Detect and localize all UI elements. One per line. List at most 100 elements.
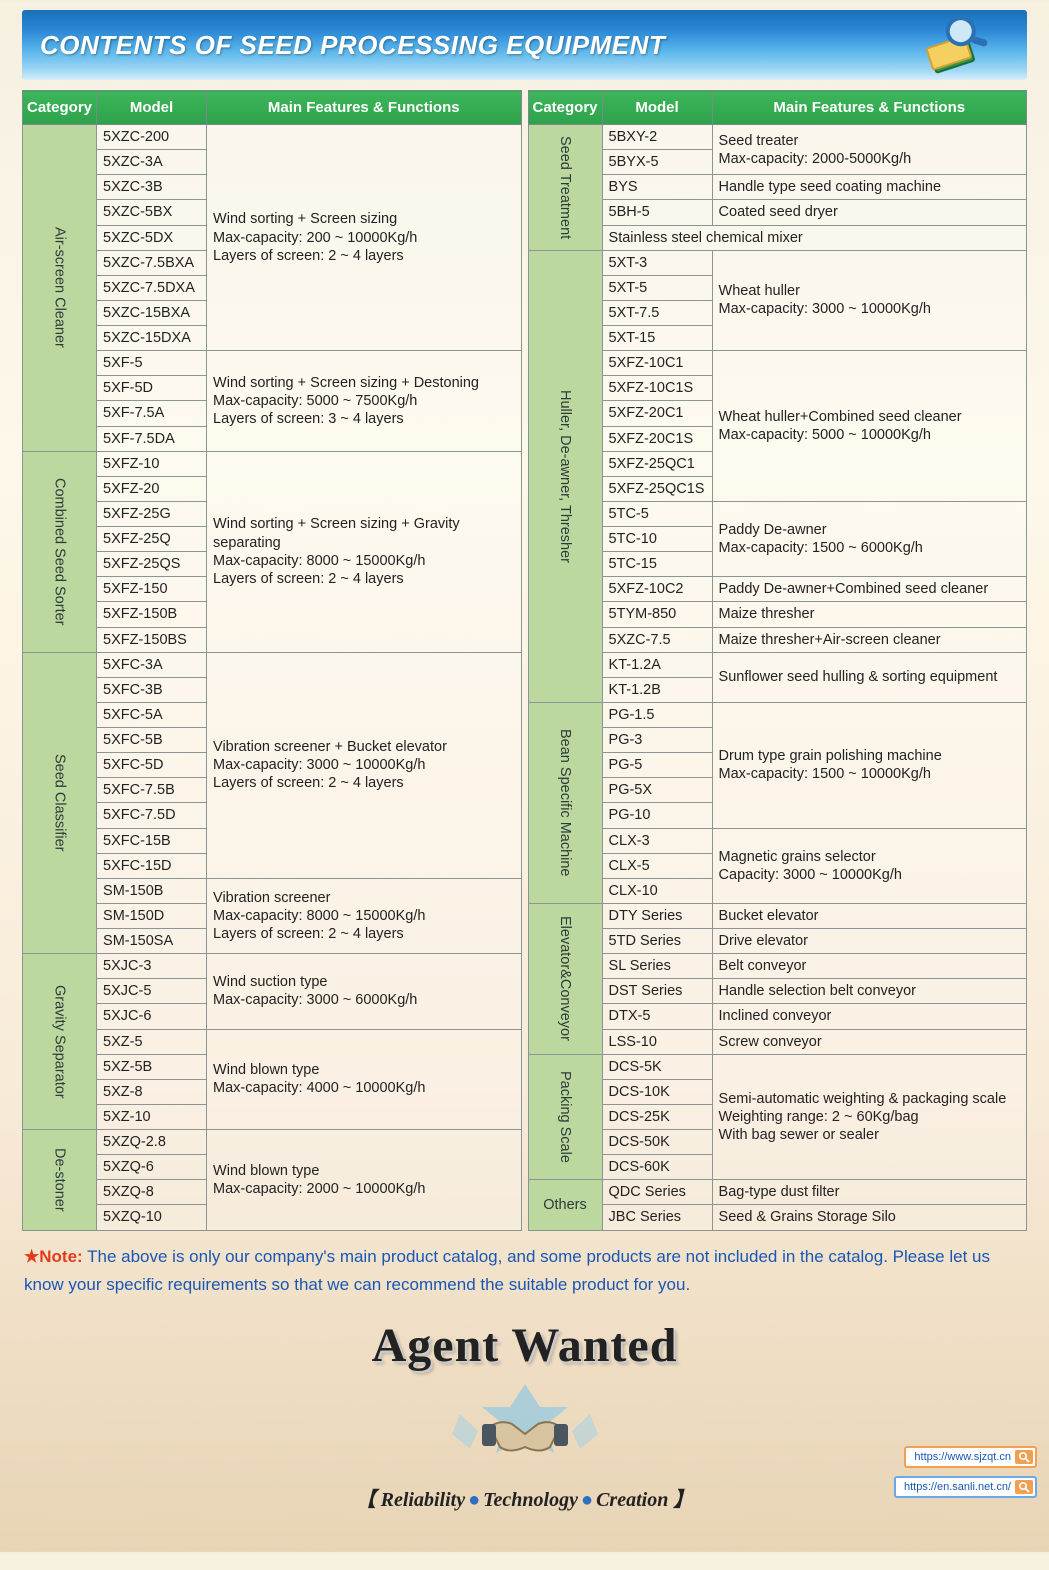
handshake-icon: [0, 1379, 1049, 1479]
model-cell: 5XFC-5A: [97, 702, 207, 727]
category-cell: Packing Scale: [528, 1054, 602, 1180]
feature-cell: Belt conveyor: [712, 954, 1026, 979]
feature-cell: Vibration screenerMax-capacity: 8000 ~ 1…: [207, 878, 521, 953]
feature-cell: Screw conveyor: [712, 1029, 1026, 1054]
table-right: Category Model Main Features & Functions…: [528, 90, 1028, 1231]
model-cell: PG-5X: [602, 778, 712, 803]
model-cell: DCS-50K: [602, 1130, 712, 1155]
search-icon[interactable]: [1015, 1450, 1033, 1464]
model-cell: 5XJC-5: [97, 979, 207, 1004]
category-cell: Huller, De-awner, Thresher: [528, 250, 602, 702]
agent-wanted-block: Agent Wanted 【 Reliability●Technology●Cr…: [0, 1318, 1049, 1512]
category-cell: Others: [528, 1180, 602, 1230]
feature-cell-span: Stainless steel chemical mixer: [602, 225, 1026, 250]
feature-cell: Handle type seed coating machine: [712, 175, 1026, 200]
model-cell: KT-1.2A: [602, 652, 712, 677]
note-star: ★Note:: [24, 1247, 83, 1266]
model-cell: DCS-60K: [602, 1155, 712, 1180]
feature-cell: Maize thresher: [712, 602, 1026, 627]
model-cell: 5XZQ-6: [97, 1155, 207, 1180]
feature-cell: Seed & Grains Storage Silo: [712, 1205, 1026, 1230]
model-cell: 5TD Series: [602, 929, 712, 954]
url-text: https://en.sanli.net.cn/: [904, 1481, 1011, 1493]
model-cell: 5XF-5: [97, 351, 207, 376]
model-cell: 5XZ-5B: [97, 1054, 207, 1079]
model-cell: 5XFC-5D: [97, 753, 207, 778]
model-cell: 5XZC-7.5BXA: [97, 250, 207, 275]
model-cell: 5XZC-15DXA: [97, 326, 207, 351]
category-cell: Gravity Separator: [23, 954, 97, 1130]
feature-cell: Drive elevator: [712, 929, 1026, 954]
model-cell: 5TC-10: [602, 527, 712, 552]
model-cell: DCS-5K: [602, 1054, 712, 1079]
model-cell: DCS-25K: [602, 1104, 712, 1129]
note-text: ★Note: The above is only our company's m…: [24, 1243, 1025, 1301]
feature-cell: Semi-automatic weighting & packaging sca…: [712, 1054, 1026, 1180]
feature-cell: Wind blown typeMax-capacity: 4000 ~ 1000…: [207, 1029, 521, 1130]
category-cell: Seed Classifier: [23, 652, 97, 954]
model-cell: KT-1.2B: [602, 677, 712, 702]
feature-cell: Wheat huller+Combined seed cleanerMax-ca…: [712, 351, 1026, 502]
model-cell: 5XFZ-25QS: [97, 552, 207, 577]
model-cell: 5XT-7.5: [602, 300, 712, 325]
model-cell: 5XFC-3B: [97, 677, 207, 702]
model-cell: 5XFZ-25QC1S: [602, 476, 712, 501]
table-left: Category Model Main Features & Functions…: [22, 90, 522, 1231]
model-cell: 5XFC-5B: [97, 728, 207, 753]
model-cell: SM-150D: [97, 903, 207, 928]
model-cell: DTY Series: [602, 903, 712, 928]
model-cell: CLX-10: [602, 878, 712, 903]
search-icon[interactable]: [1015, 1480, 1033, 1494]
feature-cell: Paddy De-awner+Combined seed cleaner: [712, 577, 1026, 602]
model-cell: 5XZC-7.5DXA: [97, 275, 207, 300]
feature-cell: Wind suction typeMax-capacity: 3000 ~ 60…: [207, 954, 521, 1029]
header-icon-book-magnifier: [909, 18, 999, 79]
category-cell: Seed Treatment: [528, 125, 602, 251]
model-cell: BYS: [602, 175, 712, 200]
category-cell: Elevator&Conveyor: [528, 903, 602, 1054]
col-header-features: Main Features & Functions: [712, 91, 1026, 125]
model-cell: 5XZ-5: [97, 1029, 207, 1054]
feature-cell: Wind sorting + Screen sizing + Gravity s…: [207, 451, 521, 652]
feature-cell: Seed treaterMax-capacity: 2000-5000Kg/h: [712, 125, 1026, 175]
model-cell: CLX-5: [602, 853, 712, 878]
model-cell: 5XFZ-150BS: [97, 627, 207, 652]
model-cell: 5XFZ-25Q: [97, 527, 207, 552]
model-cell: 5XZ-10: [97, 1104, 207, 1129]
model-cell: 5XZQ-2.8: [97, 1130, 207, 1155]
category-cell: Combined Seed Sorter: [23, 451, 97, 652]
model-cell: 5XZC-200: [97, 125, 207, 150]
feature-cell: Wind sorting + Screen sizingMax-capacity…: [207, 125, 521, 351]
url-badge-1[interactable]: https://www.sjzqt.cn: [904, 1446, 1037, 1468]
url-badge-2[interactable]: https://en.sanli.net.cn/: [894, 1476, 1037, 1498]
model-cell: 5XZC-3B: [97, 175, 207, 200]
feature-cell: Handle selection belt conveyor: [712, 979, 1026, 1004]
model-cell: 5XFZ-20C1S: [602, 426, 712, 451]
model-cell: 5XFZ-150B: [97, 602, 207, 627]
col-header-category: Category: [23, 91, 97, 125]
model-cell: SM-150SA: [97, 929, 207, 954]
model-cell: 5XF-7.5DA: [97, 426, 207, 451]
model-cell: 5TC-5: [602, 501, 712, 526]
model-cell: 5XFC-7.5D: [97, 803, 207, 828]
model-cell: 5TYM-850: [602, 602, 712, 627]
model-cell: 5XZC-5DX: [97, 225, 207, 250]
model-cell: 5XF-5D: [97, 376, 207, 401]
model-cell: 5XZQ-10: [97, 1205, 207, 1230]
feature-cell: Coated seed dryer: [712, 200, 1026, 225]
model-cell: PG-1.5: [602, 702, 712, 727]
col-header-category: Category: [528, 91, 602, 125]
feature-cell: Wind sorting + Screen sizing + Destoning…: [207, 351, 521, 452]
model-cell: 5XFZ-25QC1: [602, 451, 712, 476]
model-cell: 5XFC-15D: [97, 853, 207, 878]
model-cell: DST Series: [602, 979, 712, 1004]
model-cell: 5XF-7.5A: [97, 401, 207, 426]
model-cell: 5BYX-5: [602, 150, 712, 175]
model-cell: 5XFZ-10C1S: [602, 376, 712, 401]
model-cell: 5XFC-7.5B: [97, 778, 207, 803]
model-cell: 5XZC-15BXA: [97, 300, 207, 325]
model-cell: 5XJC-6: [97, 1004, 207, 1029]
model-cell: CLX-3: [602, 828, 712, 853]
model-cell: 5XFZ-20C1: [602, 401, 712, 426]
feature-cell: Vibration screener + Bucket elevatorMax-…: [207, 652, 521, 878]
